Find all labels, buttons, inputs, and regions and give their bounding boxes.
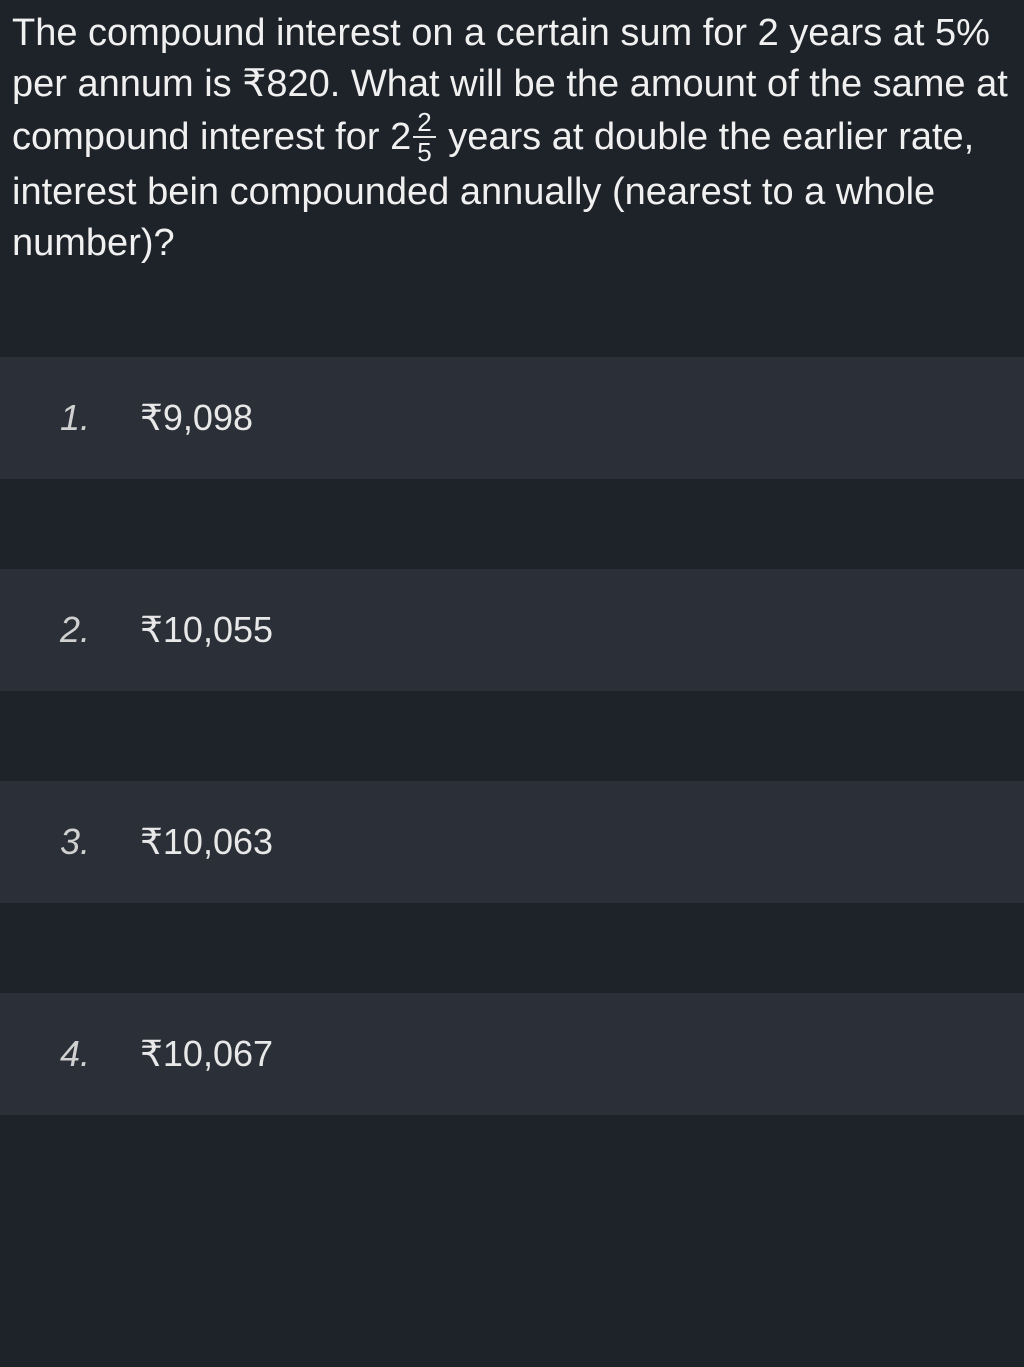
- option-number: 3.: [60, 821, 100, 863]
- option-number: 1.: [60, 397, 100, 439]
- option-text: ₹10,063: [140, 821, 273, 863]
- option-4[interactable]: 4. ₹10,067: [0, 993, 1024, 1115]
- mixed-whole: 2: [390, 116, 411, 158]
- option-3[interactable]: 3. ₹10,063: [0, 781, 1024, 903]
- option-text: ₹10,067: [140, 1033, 273, 1075]
- option-1[interactable]: 1. ₹9,098: [0, 357, 1024, 479]
- option-number: 2.: [60, 609, 100, 651]
- option-number: 4.: [60, 1033, 100, 1075]
- option-2[interactable]: 2. ₹10,055: [0, 569, 1024, 691]
- fraction-numerator: 2: [413, 109, 435, 138]
- fraction: 25: [413, 109, 435, 165]
- option-text: ₹10,055: [140, 609, 273, 651]
- options-list: 1. ₹9,098 2. ₹10,055 3. ₹10,063 4. ₹10,0…: [0, 357, 1024, 1115]
- question-text: The compound interest on a certain sum f…: [0, 0, 1024, 297]
- option-text: ₹9,098: [140, 397, 253, 439]
- fraction-denominator: 5: [413, 138, 435, 165]
